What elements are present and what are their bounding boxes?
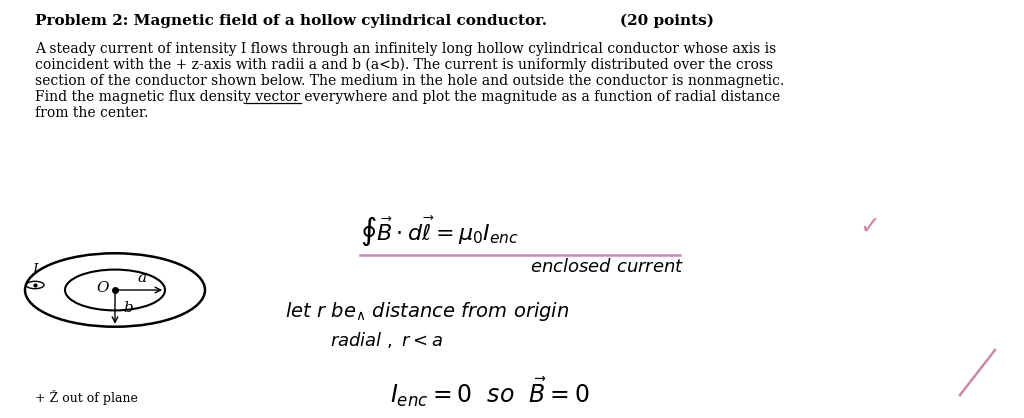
Text: from the center.: from the center.: [35, 106, 148, 120]
Text: I: I: [32, 263, 38, 277]
Text: $\mathit{radial\ ,\ r < a}$: $\mathit{radial\ ,\ r < a}$: [330, 330, 443, 350]
Text: + Ž out of plane: + Ž out of plane: [35, 390, 138, 405]
Text: section of the conductor shown below. The medium in the hole and outside the con: section of the conductor shown below. Th…: [35, 74, 784, 88]
Text: ✓: ✓: [859, 215, 881, 239]
Text: O: O: [96, 281, 109, 295]
Text: (20 points): (20 points): [620, 14, 714, 28]
Text: $\oint \vec{B} \cdot d\vec{\ell} = \mu_0 I_{enc}$: $\oint \vec{B} \cdot d\vec{\ell} = \mu_0…: [360, 215, 519, 248]
Text: Find the magnetic flux density vector everywhere and plot the magnitude as a fun: Find the magnetic flux density vector ev…: [35, 90, 780, 104]
Text: Problem 2: Magnetic field of a hollow cylindrical conductor.: Problem 2: Magnetic field of a hollow cy…: [35, 14, 547, 28]
Text: a: a: [137, 271, 146, 285]
Text: $\mathit{let\ r\ be_{\wedge}\ distance\ from\ origin}$: $\mathit{let\ r\ be_{\wedge}\ distance\ …: [285, 300, 569, 323]
Text: $\mathit{enclosed\ current}$: $\mathit{enclosed\ current}$: [530, 258, 684, 276]
Text: A steady current of intensity I flows through an infinitely long hollow cylindri: A steady current of intensity I flows th…: [35, 42, 776, 56]
Text: b: b: [123, 301, 133, 315]
Text: coincident with the + z-axis with radii a and b (a<b). The current is uniformly : coincident with the + z-axis with radii …: [35, 58, 773, 72]
Text: $\mathit{I_{enc} = 0\ \ so\ \ \vec{B} = 0}$: $\mathit{I_{enc} = 0\ \ so\ \ \vec{B} = …: [390, 375, 590, 409]
